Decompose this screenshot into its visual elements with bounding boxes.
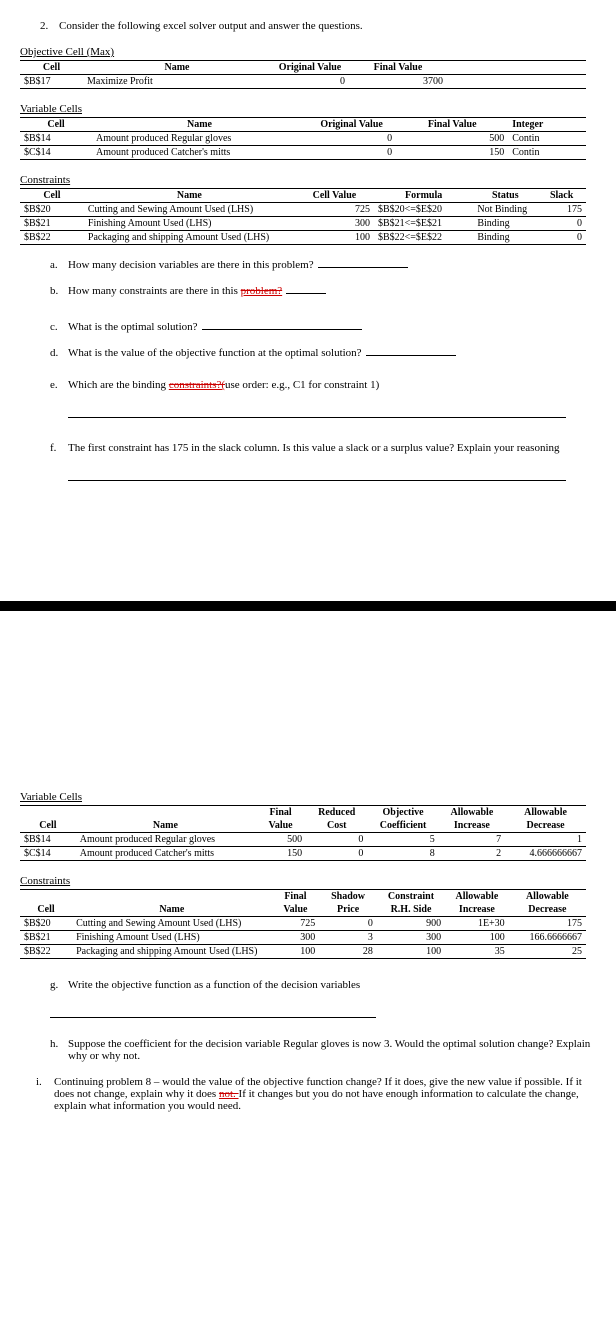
cell: Amount produced Regular gloves [92, 132, 307, 146]
blank-line[interactable] [366, 355, 456, 356]
cell: $B$21<=$E$21 [374, 217, 473, 231]
hdr-orig: Original Value [271, 61, 349, 75]
var1-title: Variable Cells [20, 103, 596, 115]
cell: $B$20 [20, 203, 84, 217]
obj-final: 3700 [349, 75, 447, 89]
cell: 0 [307, 146, 396, 160]
con2-title: Constraints [20, 875, 596, 887]
cell: 725 [295, 203, 374, 217]
cell: 500 [396, 132, 508, 146]
question-header: 2. Consider the following excel solver o… [20, 20, 596, 32]
hdr: Cell Value [295, 189, 374, 203]
cell: Amount produced Catcher's mitts [92, 146, 307, 160]
hdr: Original Value [307, 118, 396, 132]
sub-c: c. What is the optimal solution? [50, 321, 596, 333]
cell: 175 [537, 203, 586, 217]
hdr-final: Final Value [349, 61, 447, 75]
cell: Finishing Amount Used (LHS) [84, 217, 295, 231]
cell: $B$22<=$E$22 [374, 231, 473, 245]
sub-b: b. How many constraints are there in thi… [50, 285, 596, 297]
cell: 150 [396, 146, 508, 160]
cell: 300 [295, 217, 374, 231]
hdr-blank [447, 61, 586, 75]
hdr: Name [84, 189, 295, 203]
sub-e: e. Which are the binding constraints?(us… [50, 379, 596, 391]
hdr: Name [92, 118, 307, 132]
sub-h: h. Suppose the coefficient for the decis… [50, 1038, 596, 1062]
variable2-table: Final Reduced Objective Allowable Allowa… [20, 805, 586, 861]
cell: Contin [508, 132, 586, 146]
variable1-table: Cell Name Original Value Final Value Int… [20, 117, 586, 160]
cell: Not Binding [473, 203, 537, 217]
page-divider [0, 601, 616, 611]
blank-line[interactable] [50, 1005, 376, 1018]
blank-line[interactable] [68, 468, 566, 481]
cell: $B$22 [20, 231, 84, 245]
objective-title: Objective Cell (Max) [20, 46, 596, 58]
con1-title: Constraints [20, 174, 596, 186]
sub-d: d. What is the value of the objective fu… [50, 347, 596, 359]
cell: 0 [537, 231, 586, 245]
sub-g: g. Write the objective function as a fun… [50, 979, 596, 991]
q-text: Consider the following excel solver outp… [59, 20, 363, 32]
hdr: Cell [20, 118, 92, 132]
hdr: Final Value [396, 118, 508, 132]
obj-orig: 0 [271, 75, 349, 89]
cell: $B$14 [20, 132, 92, 146]
cell: Packaging and shipping Amount Used (LHS) [84, 231, 295, 245]
cell: 0 [537, 217, 586, 231]
q-number: 2. [40, 20, 48, 32]
hdr-cell: Cell [20, 61, 83, 75]
var2-title: Variable Cells [20, 791, 596, 803]
cell: Cutting and Sewing Amount Used (LHS) [84, 203, 295, 217]
obj-cell: $B$17 [20, 75, 83, 89]
cell: 0 [307, 132, 396, 146]
obj-name: Maximize Profit [83, 75, 271, 89]
cell: $B$21 [20, 217, 84, 231]
blank-line[interactable] [202, 329, 362, 330]
sub-a: a. How many decision variables are there… [50, 259, 596, 271]
cell: Binding [473, 217, 537, 231]
cell: $C$14 [20, 146, 92, 160]
blank-line[interactable] [68, 405, 566, 418]
hdr: Status [473, 189, 537, 203]
sub-i: i. Continuing problem 8 – would the valu… [36, 1076, 596, 1112]
sub-f: f. The first constraint has 175 in the s… [50, 442, 596, 454]
hdr: Formula [374, 189, 473, 203]
constraints1-table: Cell Name Cell Value Formula Status Slac… [20, 188, 586, 245]
constraints2-table: Final Shadow Constraint Allowable Allowa… [20, 889, 586, 959]
cell: Contin [508, 146, 586, 160]
blank-line[interactable] [286, 293, 326, 294]
cell: Binding [473, 231, 537, 245]
blank-line[interactable] [318, 267, 408, 268]
objective-table: Cell Name Original Value Final Value $B$… [20, 60, 586, 89]
hdr: Slack [537, 189, 586, 203]
hdr: Cell [20, 189, 84, 203]
hdr-name: Name [83, 61, 271, 75]
cell: $B$20<=$E$20 [374, 203, 473, 217]
hdr: Integer [508, 118, 586, 132]
cell: 100 [295, 231, 374, 245]
